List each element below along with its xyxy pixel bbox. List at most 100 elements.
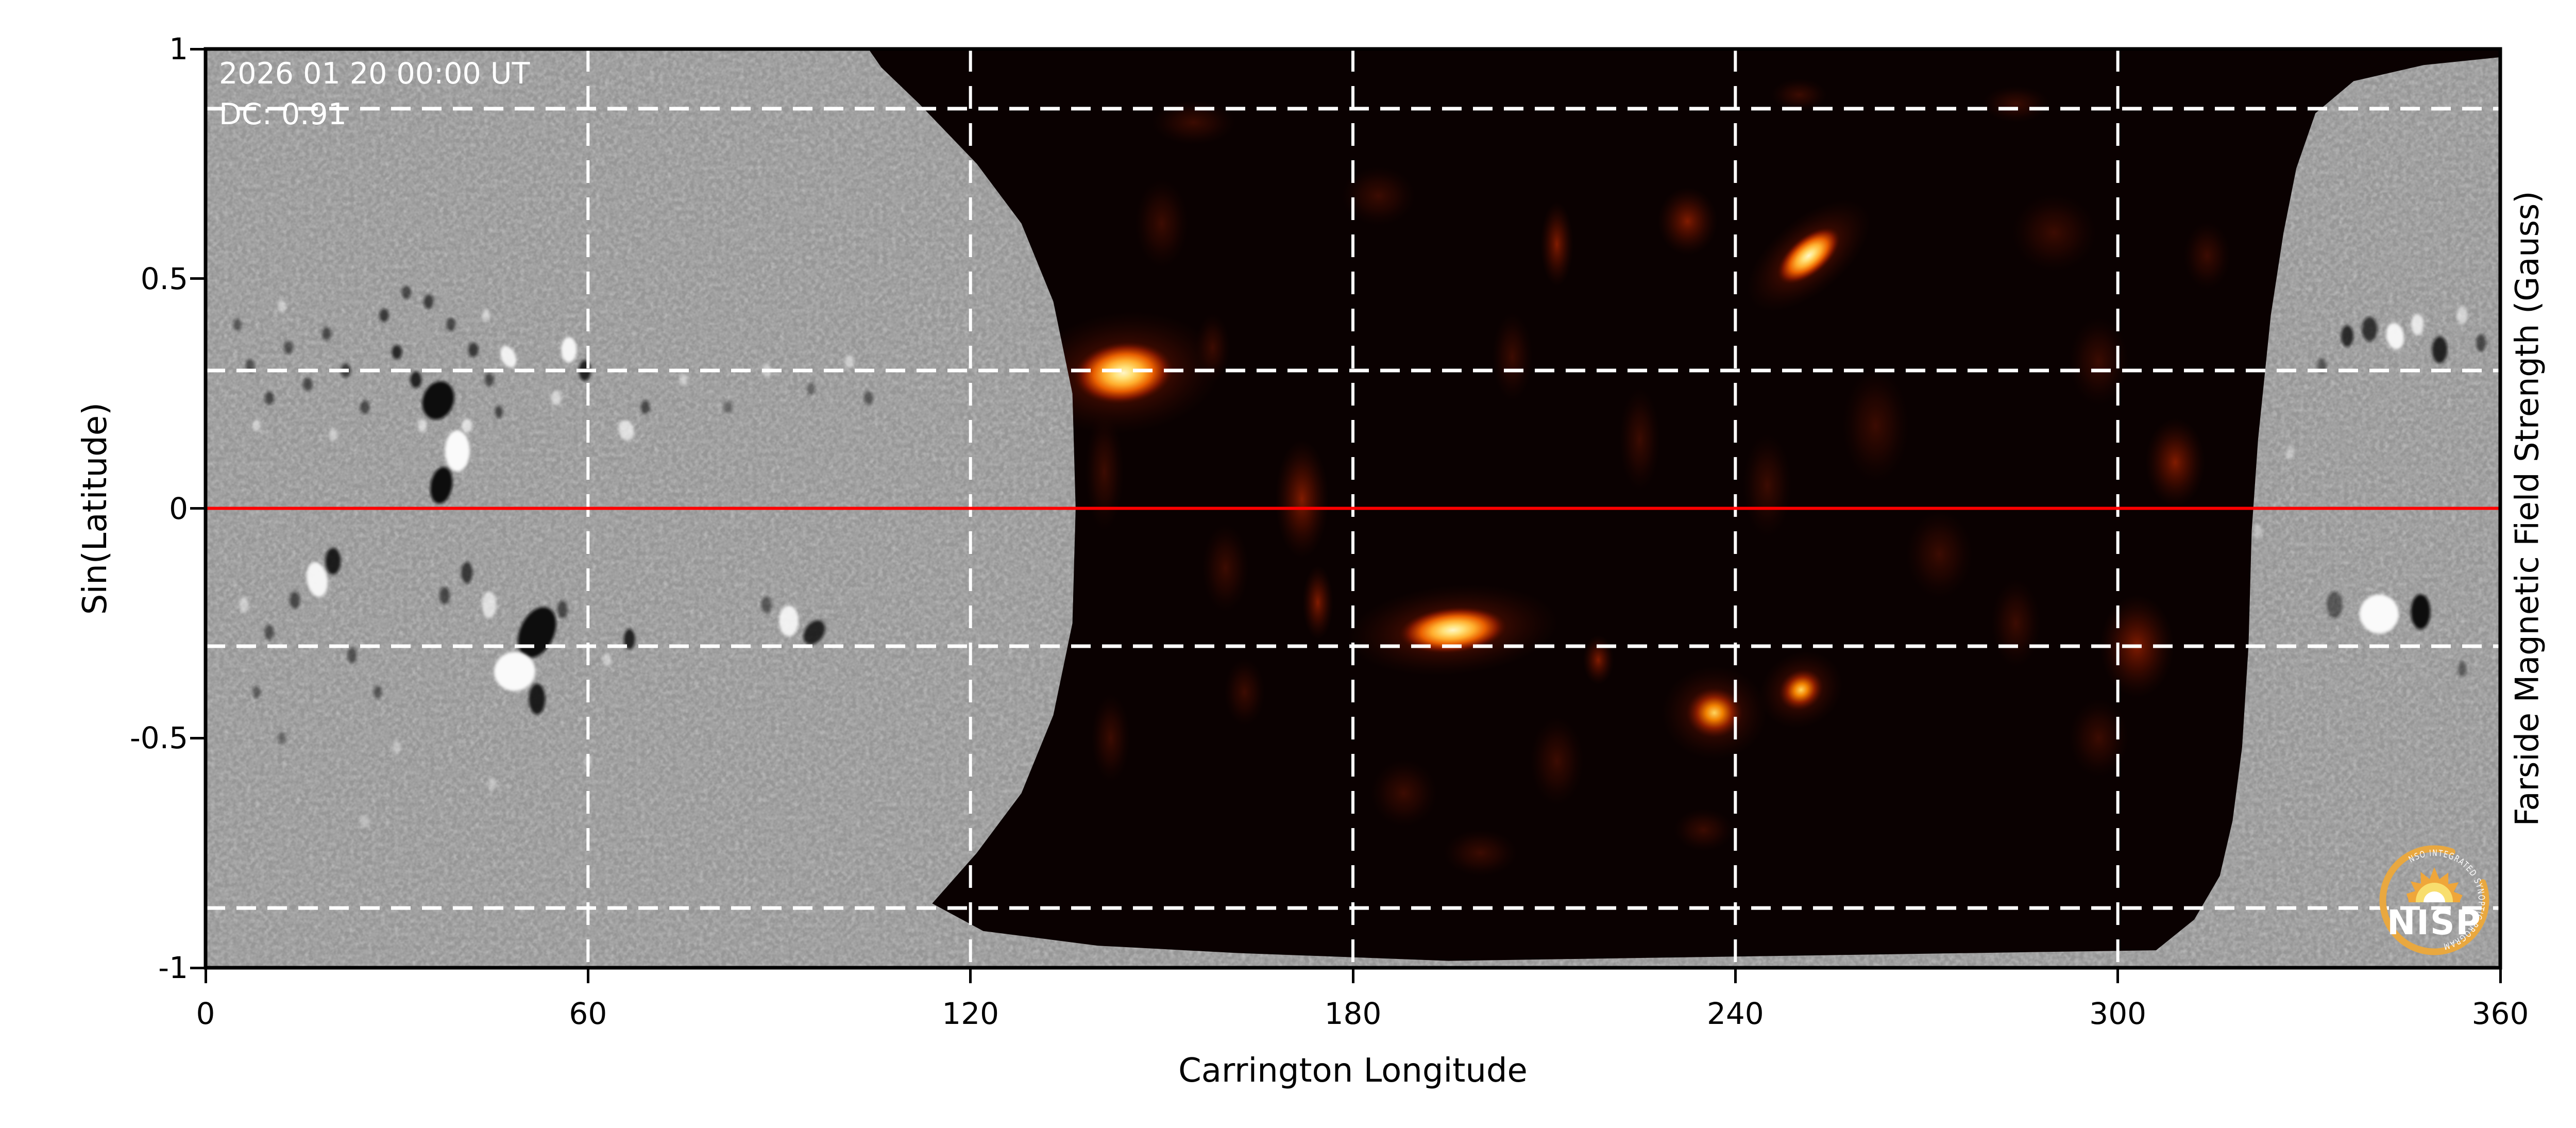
active-region-negative: [422, 381, 454, 420]
farside-source: [1091, 694, 1130, 783]
active-region-positive: [329, 428, 337, 441]
farside-source: [2145, 418, 2206, 507]
active-region-negative: [640, 400, 650, 414]
active-region-negative: [325, 548, 341, 575]
logo-ring-arc: [2379, 845, 2489, 955]
farside-source: [1341, 166, 1416, 226]
farside-source: [1657, 187, 1718, 256]
active-region-negative: [283, 341, 293, 355]
active-region-negative: [803, 620, 825, 645]
logo-sun-core: [2424, 891, 2445, 902]
active-region-positive: [2359, 594, 2399, 634]
active-region-positive: [500, 346, 517, 368]
farside-source: [1084, 412, 1124, 531]
farside-source: [1540, 201, 1573, 287]
farside-source: [1275, 440, 1329, 559]
farside-source: [1673, 808, 1734, 852]
active-region-negative: [2362, 316, 2378, 342]
farside-source: [1134, 179, 1189, 268]
active-region-positive: [2386, 323, 2404, 349]
farside-source: [1201, 524, 1249, 613]
active-region-negative: [557, 600, 568, 618]
active-region-positive: [417, 419, 427, 433]
active-region-negative: [2341, 325, 2354, 347]
active-region-positive: [445, 430, 470, 472]
farside-source: [1991, 579, 2041, 668]
farside-sources: [1026, 78, 2231, 877]
active-region-negative: [461, 562, 473, 584]
active-region-positive: [603, 653, 612, 667]
farside-source: [1072, 340, 1175, 406]
active-region-negative: [2411, 594, 2431, 630]
active-region-negative: [468, 342, 479, 357]
active-region-positive: [844, 355, 854, 368]
active-region-negative: [264, 625, 274, 641]
logo-wordmark: NISP: [2387, 903, 2482, 942]
active-region-negative: [446, 317, 456, 331]
active-region-negative: [264, 391, 274, 405]
active-region-negative: [278, 732, 286, 745]
active-region-positive: [2456, 307, 2467, 325]
active-region-negative: [379, 309, 389, 323]
active-region-negative: [807, 382, 816, 395]
active-region-positive: [494, 651, 536, 692]
active-region-negative: [410, 371, 422, 388]
farside-source: [1530, 716, 1584, 805]
farside-source: [1397, 605, 1509, 654]
farside-source: [1492, 312, 1533, 401]
active-region-negative: [347, 647, 357, 663]
active-region-negative: [302, 377, 312, 391]
active-region-positive: [2411, 313, 2424, 335]
active-region-negative: [374, 685, 382, 699]
farside-source: [1906, 510, 1973, 599]
farside-source: [1224, 658, 1265, 727]
active-region-negative: [529, 683, 546, 715]
active-region-negative: [2432, 336, 2448, 363]
logo-sun-icon: [2406, 867, 2463, 902]
active-region-negative: [430, 467, 453, 504]
active-region-positive: [2285, 446, 2294, 460]
active-region-positive: [278, 300, 286, 313]
farside-source: [2011, 193, 2096, 272]
active-region-negative: [495, 406, 503, 418]
active-region-positive: [679, 373, 688, 386]
active-region-positive: [551, 391, 562, 406]
active-region-positive: [462, 418, 472, 433]
active-region-positive: [618, 420, 634, 441]
active-region-negative: [401, 285, 411, 299]
active-region-negative: [290, 591, 300, 609]
active-region-positive: [2253, 525, 2262, 538]
active-region-positive: [488, 778, 497, 790]
active-region-negative: [863, 391, 873, 405]
active-region-negative: [761, 596, 772, 613]
frontside-active-regions: [233, 285, 2486, 827]
farside-source: [1981, 85, 2050, 123]
farside-source: [1771, 78, 1828, 112]
active-region-negative: [2457, 661, 2467, 677]
active-region-negative: [392, 345, 402, 360]
active-region-positive: [239, 597, 249, 613]
active-region-positive: [561, 336, 577, 363]
farside-source: [1776, 226, 1841, 285]
active-region-negative: [252, 686, 261, 699]
farside-source: [1742, 433, 1792, 537]
active-region-positive: [482, 591, 497, 618]
farside-source: [2069, 699, 2129, 778]
active-region-positive: [361, 814, 369, 827]
farside-source: [1151, 99, 1236, 145]
active-region-negative: [423, 294, 434, 309]
farside-source: [1842, 369, 1909, 483]
farside-source: [1443, 829, 1518, 877]
active-region-negative: [439, 586, 450, 604]
active-region-negative: [724, 401, 733, 414]
farside-source: [2069, 317, 2129, 406]
farside-source: [1686, 688, 1742, 738]
farside-source: [1583, 635, 1614, 685]
active-region-negative: [484, 373, 494, 386]
farside-source: [1195, 313, 1230, 382]
farside-source: [1619, 388, 1660, 491]
active-region-positive: [393, 741, 401, 754]
active-region-positive: [252, 419, 261, 432]
